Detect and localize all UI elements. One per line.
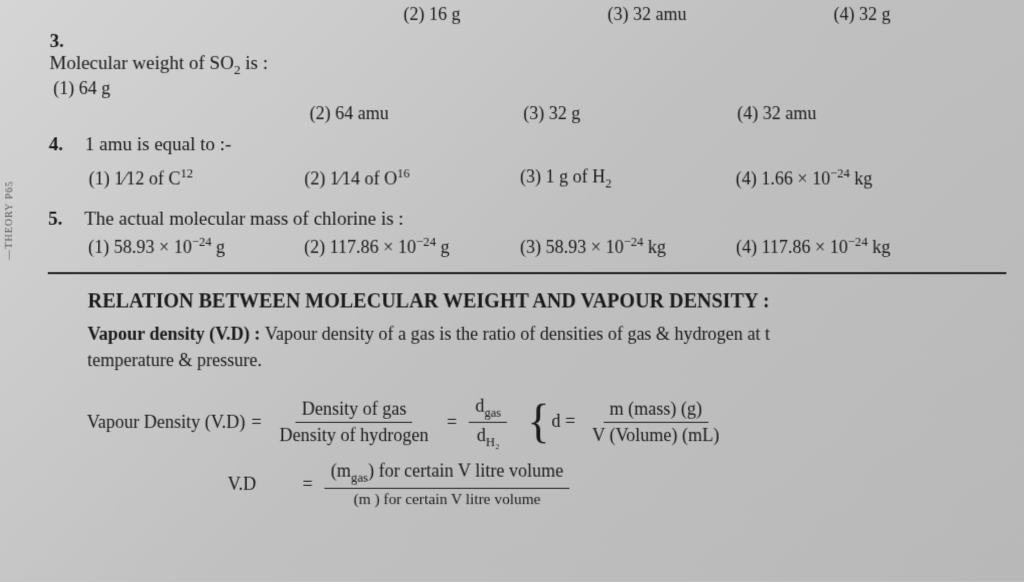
q5-text: The actual molecular mass of chlorine is… xyxy=(84,209,403,231)
q5o4b: kg xyxy=(868,237,891,257)
vapour-density-def-2: temperature & pressure. xyxy=(87,347,1007,372)
q3-text-b: is : xyxy=(240,53,268,74)
q4-text: 1 amu is equal to :- xyxy=(85,134,232,156)
q4o4a: (4) 1.66 × 10 xyxy=(736,168,831,188)
q5o1s: −24 xyxy=(192,235,212,249)
eq-2: = xyxy=(447,412,457,433)
f2ds: H₂ xyxy=(486,435,500,449)
q4-number: 4. xyxy=(49,134,85,156)
f2da: d xyxy=(477,425,486,445)
q4-opt-3: (3) 1 g of H2 xyxy=(520,166,736,191)
q5o2b: g xyxy=(436,237,450,257)
q5-number: 5. xyxy=(48,209,84,231)
q4o2a: (2) xyxy=(304,168,330,188)
q5-opt-4: (4) 117.86 × 10−24 kg xyxy=(736,235,952,258)
q4o2b: of O xyxy=(360,168,397,188)
q4o1s: 12 xyxy=(180,166,193,180)
q3-opt-4: (4) 32 amu xyxy=(737,103,951,124)
d-lhs: d = xyxy=(552,411,576,431)
left-brace-icon: { xyxy=(527,404,549,441)
section-title: RELATION BETWEEN MOLECULAR WEIGHT AND VA… xyxy=(88,291,1007,314)
f4na: (m xyxy=(331,460,351,480)
prev-opt-2: (2) 16 g xyxy=(403,4,460,25)
sidebar-label: —THEORY P65 xyxy=(4,180,16,259)
frac4-den: (m ) for certain V litre volume xyxy=(347,488,546,508)
q4o4s: −24 xyxy=(830,166,850,180)
q4o2s: 16 xyxy=(397,166,410,180)
q5-opt-3: (3) 58.93 × 10−24 kg xyxy=(520,235,736,258)
q4-options: (1) 1⁄12 of C12 (2) 1⁄14 of O16 (3) 1 g … xyxy=(48,166,951,191)
vd-text: Vapour density of a gas is the ratio of … xyxy=(265,324,770,344)
frac3-den: V (Volume) (mL) xyxy=(586,423,725,446)
question-4: 4. 1 amu is equal to :- xyxy=(49,134,1006,156)
frac-2: dgas dH₂ xyxy=(469,395,507,450)
q5o3s: −24 xyxy=(624,235,644,249)
question-3: 3. Molecular weight of SO2 is : (1) 64 g xyxy=(49,31,1005,99)
q5o4s: −24 xyxy=(848,235,868,249)
prev-opt-4: (4) 32 g xyxy=(834,4,891,25)
q3-text: Molecular weight of SO2 is : xyxy=(49,53,1004,78)
prev-question-options: (2) 16 g (3) 32 amu (4) 32 g xyxy=(50,4,1004,25)
q5o3b: kg xyxy=(643,237,666,257)
density-eq: d = m (mass) (g) V (Volume) (mL) xyxy=(552,399,732,447)
f2ns: gas xyxy=(484,405,501,419)
f4ns: gas xyxy=(351,470,368,484)
eq-3: = xyxy=(302,474,312,495)
frac2-den: dH₂ xyxy=(471,423,506,450)
vd-lhs: Vapour Density (V.D) xyxy=(87,412,245,433)
q5o4a: (4) 117.86 × 10 xyxy=(736,237,848,257)
q4o4b: kg xyxy=(850,168,873,188)
q4o2f: 1⁄14 xyxy=(330,168,360,188)
q3-opt-3: (3) 32 g xyxy=(523,103,737,124)
prev-opt-3: (3) 32 amu xyxy=(608,4,687,25)
q3-text-a: Molecular weight of SO xyxy=(49,53,233,74)
frac1-num: Density of gas xyxy=(296,399,413,423)
q5o3a: (3) 58.93 × 10 xyxy=(520,237,624,257)
q4o1f: 1⁄12 xyxy=(114,168,144,188)
vd-formula-2: V.D = (mgas) for certain V litre volume … xyxy=(227,460,1008,508)
frac-3: m (mass) (g) V (Volume) (mL) xyxy=(586,399,725,447)
eq-1: = xyxy=(251,412,261,433)
q5o2a: (2) 117.86 × 10 xyxy=(304,237,416,257)
q5-opt-2: (2) 117.86 × 10−24 g xyxy=(304,235,520,258)
vd2-lhs: V.D xyxy=(228,474,257,495)
page: —THEORY P65 (2) 16 g (3) 32 amu (4) 32 g… xyxy=(0,0,1024,581)
q4-opt-2: (2) 1⁄14 of O16 xyxy=(304,166,520,191)
q4o1b: of C xyxy=(144,168,180,188)
frac1-den: Density of hydrogen xyxy=(273,423,434,446)
frac-4: (mgas) for certain V litre volume (m ) f… xyxy=(325,460,570,508)
q3-number: 3. xyxy=(50,31,86,53)
vapour-density-def: Vapour density (V.D) : Vapour density of… xyxy=(87,322,1007,347)
q3-opt-1: (1) 64 g xyxy=(49,78,1005,99)
q4o3s: 2 xyxy=(605,176,611,190)
frac-1: Density of gas Density of hydrogen xyxy=(273,399,434,447)
q4o3a: (3) 1 g of H xyxy=(520,166,605,186)
q5o2s: −24 xyxy=(416,235,436,249)
q3-opt-2: (2) 64 amu xyxy=(310,103,524,124)
frac3-num: m (mass) (g) xyxy=(603,399,708,423)
f4nb: ) for certain V litre volume xyxy=(368,460,563,480)
frac4-num: (mgas) for certain V litre volume xyxy=(325,460,570,488)
q5o1a: (1) 58.93 × 10 xyxy=(88,237,192,257)
q5-options: (1) 58.93 × 10−24 g (2) 117.86 × 10−24 g… xyxy=(48,235,952,258)
q4o1a: (1) xyxy=(89,168,115,188)
vd-formula: Vapour Density (V.D) = Density of gas De… xyxy=(87,395,1008,450)
q5-opt-1: (1) 58.93 × 10−24 g xyxy=(88,235,304,258)
q5o1b: g xyxy=(211,237,225,257)
frac2-num: dgas xyxy=(469,395,507,423)
q4-opt-4: (4) 1.66 × 10−24 kg xyxy=(736,166,952,191)
q3-options: (2) 64 amu (3) 32 g (4) 32 amu xyxy=(49,103,951,124)
question-5: 5. The actual molecular mass of chlorine… xyxy=(48,209,1006,231)
divider xyxy=(48,273,1007,275)
q4-opt-1: (1) 1⁄12 of C12 xyxy=(89,166,305,191)
vd-label: Vapour density (V.D) : xyxy=(87,324,264,344)
